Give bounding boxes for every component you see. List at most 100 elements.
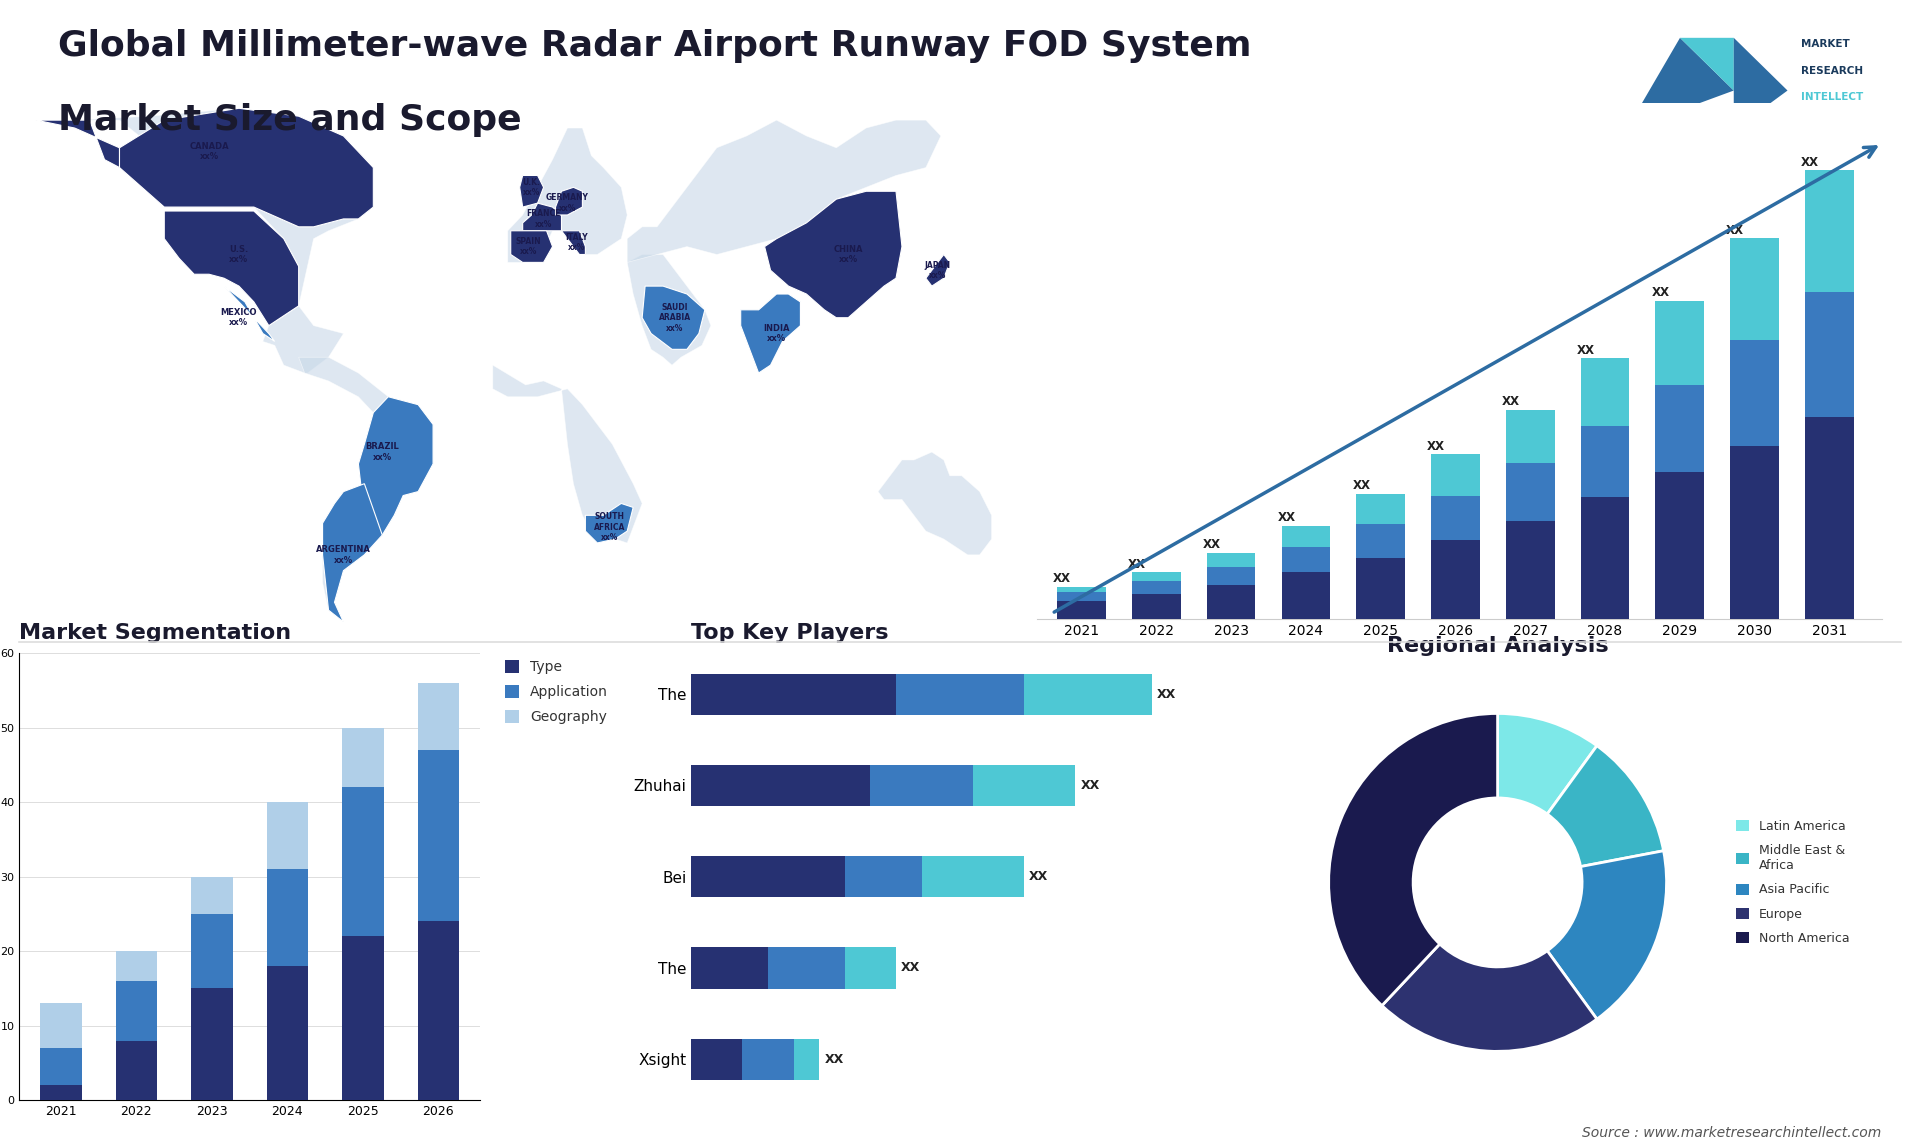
Bar [691, 764, 870, 806]
Text: Top Key Players: Top Key Players [691, 623, 889, 643]
Polygon shape [484, 342, 641, 543]
Text: SOUTH
AFRICA
xx%: SOUTH AFRICA xx% [593, 512, 626, 542]
Text: SAUDI
ARABIA
xx%: SAUDI ARABIA xx% [659, 303, 691, 332]
Bar [40, 1004, 83, 1047]
Polygon shape [511, 230, 553, 262]
Text: XX: XX [1576, 344, 1596, 356]
Bar [691, 1038, 743, 1080]
Bar [1430, 495, 1480, 540]
Text: ITALY
xx%: ITALY xx% [564, 233, 588, 252]
Bar [115, 981, 157, 1041]
Wedge shape [1329, 714, 1498, 1005]
Polygon shape [520, 175, 543, 207]
Polygon shape [628, 120, 941, 262]
Legend: Latin America, Middle East &
Africa, Asia Pacific, Europe, North America: Latin America, Middle East & Africa, Asi… [1736, 819, 1849, 945]
Text: MEXICO
xx%: MEXICO xx% [221, 308, 257, 328]
Wedge shape [1548, 746, 1663, 866]
Bar [267, 802, 307, 870]
Bar [1283, 572, 1331, 619]
Polygon shape [641, 286, 705, 350]
Bar [1283, 548, 1331, 572]
Bar [1805, 292, 1853, 417]
Bar [897, 674, 1023, 715]
Bar [40, 1047, 83, 1085]
Text: BRAZIL
xx%: BRAZIL xx% [365, 442, 399, 462]
Bar [973, 764, 1075, 806]
Bar [115, 1041, 157, 1100]
Bar [1730, 340, 1778, 446]
Text: U.K.
xx%: U.K. xx% [522, 178, 541, 197]
Bar [1133, 594, 1181, 619]
Text: Source : www.marketresearchintellect.com: Source : www.marketresearchintellect.com [1582, 1127, 1882, 1140]
Text: XX: XX [1081, 779, 1100, 792]
Bar [1058, 601, 1106, 619]
Bar [1805, 417, 1853, 619]
Bar [417, 751, 459, 921]
Bar [1505, 520, 1555, 619]
Text: RESEARCH: RESEARCH [1801, 65, 1862, 76]
Text: XX: XX [1029, 870, 1048, 884]
Text: XX: XX [1651, 286, 1668, 299]
Polygon shape [165, 211, 300, 325]
Bar [1356, 524, 1405, 558]
Polygon shape [1734, 38, 1788, 131]
Polygon shape [555, 187, 582, 215]
Bar [691, 948, 768, 989]
Bar [40, 1085, 83, 1100]
Bar [192, 988, 232, 1100]
Text: MARKET: MARKET [1801, 39, 1849, 49]
Text: XX: XX [1202, 539, 1221, 551]
Bar [1133, 581, 1181, 594]
Title: Regional Analysis: Regional Analysis [1386, 636, 1609, 656]
Bar [845, 856, 922, 897]
Polygon shape [36, 120, 119, 167]
Text: XX: XX [1129, 558, 1146, 571]
Text: SPAIN
xx%: SPAIN xx% [516, 237, 541, 257]
Bar [691, 856, 845, 897]
Bar [1505, 410, 1555, 463]
Bar [417, 921, 459, 1100]
Bar [768, 948, 845, 989]
Text: GERMANY
xx%: GERMANY xx% [545, 194, 589, 213]
Bar [1655, 385, 1705, 472]
Bar [1208, 552, 1256, 567]
Bar [192, 877, 232, 915]
Bar [1023, 674, 1152, 715]
Bar [1058, 592, 1106, 601]
Bar [1805, 171, 1853, 292]
Bar [1356, 494, 1405, 524]
Text: FRANCE
xx%: FRANCE xx% [526, 210, 561, 228]
Bar [267, 966, 307, 1100]
Polygon shape [507, 128, 628, 262]
Polygon shape [925, 254, 950, 286]
Text: XX: XX [1801, 156, 1818, 168]
Bar [1208, 584, 1256, 619]
Text: Market Segmentation: Market Segmentation [19, 623, 292, 643]
Text: JAPAN
xx%: JAPAN xx% [925, 260, 950, 280]
Bar [1208, 567, 1256, 584]
Text: XX: XX [1352, 479, 1371, 493]
Bar [870, 764, 973, 806]
Bar [1655, 301, 1705, 385]
Bar [1580, 426, 1630, 497]
Text: U.S.
xx%: U.S. xx% [228, 245, 248, 265]
Text: XX: XX [900, 961, 920, 974]
Text: XX: XX [1277, 511, 1296, 525]
Polygon shape [119, 108, 372, 227]
Bar [845, 948, 897, 989]
Bar [1655, 472, 1705, 619]
Polygon shape [561, 230, 586, 254]
Bar [1730, 238, 1778, 340]
Bar [1580, 358, 1630, 426]
Bar [1283, 526, 1331, 548]
Polygon shape [741, 295, 801, 374]
Bar [793, 1038, 820, 1080]
Bar [342, 728, 384, 787]
Polygon shape [359, 397, 434, 535]
Bar [342, 936, 384, 1100]
Polygon shape [194, 286, 275, 342]
Text: XX: XX [1054, 572, 1071, 586]
Legend: Type, Application, Geography: Type, Application, Geography [505, 660, 609, 724]
Bar [115, 951, 157, 981]
Bar [743, 1038, 793, 1080]
